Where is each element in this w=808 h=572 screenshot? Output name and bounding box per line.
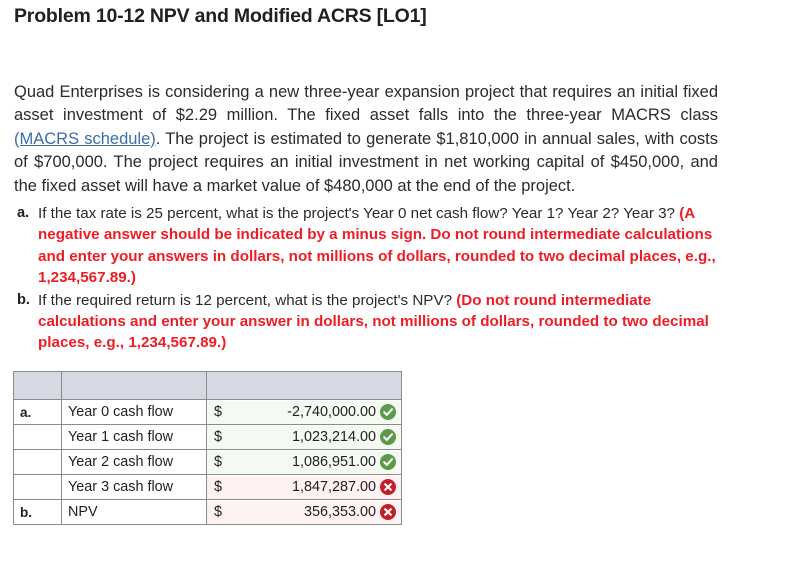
row-value-cell: $ 1,847,287.00: [206, 474, 402, 500]
question-hint-b: (Do not round intermediate calculations …: [38, 291, 709, 352]
currency-symbol: $: [214, 504, 223, 520]
row-label: Year 3 cash flow: [61, 474, 207, 500]
row-amount[interactable]: 1,023,214.00: [291, 429, 376, 445]
value-box: $ 1,023,214.00: [207, 425, 401, 449]
row-amount[interactable]: 1,086,951.00: [291, 454, 376, 470]
row-value-cell: $ 356,353.00: [206, 499, 402, 525]
answer-table: a. Year 0 cash flow $ -2,740,000.00 Year: [13, 371, 402, 525]
question-marker-b: b.: [17, 291, 30, 308]
row-marker: [13, 424, 62, 450]
currency-symbol: $: [214, 454, 223, 470]
row-marker: [13, 449, 62, 475]
value-box: $ 356,353.00: [207, 500, 401, 524]
question-list: a. If the tax rate is 25 percent, what is…: [14, 203, 734, 354]
question-marker-a: a.: [17, 205, 30, 221]
row-amount[interactable]: 1,847,287.00: [291, 479, 376, 495]
value-box: $ 1,086,951.00: [207, 450, 401, 474]
table-header-row: [13, 371, 402, 400]
question-text-a: If the tax rate is 25 percent, what is t…: [38, 205, 680, 222]
row-label: NPV: [61, 499, 207, 525]
question-text-b: If the required return is 12 percent, wh…: [38, 291, 457, 309]
table-row: a. Year 0 cash flow $ -2,740,000.00: [13, 399, 402, 425]
check-circle-icon: [380, 429, 396, 445]
table-header-value-cell: [206, 371, 402, 400]
check-circle-icon: [380, 404, 396, 420]
row-value-cell: $ 1,086,951.00: [206, 449, 402, 475]
x-circle-icon: [380, 504, 396, 520]
table-row: Year 3 cash flow $ 1,847,287.00: [13, 474, 402, 500]
page-title: Problem 10-12 NPV and Modified ACRS [LO1…: [14, 5, 427, 27]
currency-symbol: $: [214, 429, 223, 445]
check-circle-icon: [380, 454, 396, 470]
value-box: $ -2,740,000.00: [207, 400, 401, 424]
table-row: Year 2 cash flow $ 1,086,951.00: [13, 449, 402, 475]
row-amount[interactable]: -2,740,000.00: [287, 404, 376, 420]
row-marker: b.: [13, 499, 62, 525]
x-circle-icon: [380, 479, 396, 495]
problem-statement-part-2: . The project is estimated to generate $…: [14, 129, 719, 195]
macrs-schedule-link[interactable]: (MACRS schedule): [14, 129, 156, 148]
currency-symbol: $: [214, 479, 223, 495]
question-item-a: a. If the tax rate is 25 percent, what is…: [14, 203, 734, 289]
problem-statement-part-1: Quad Enterprises is considering a new th…: [14, 82, 718, 125]
table-row: b. NPV $ 356,353.00: [13, 499, 402, 525]
table-header-label-cell: [61, 371, 207, 400]
row-label: Year 1 cash flow: [61, 424, 207, 450]
row-label: Year 2 cash flow: [61, 449, 207, 475]
table-header-marker-cell: [13, 371, 62, 400]
row-label: Year 0 cash flow: [61, 399, 207, 425]
currency-symbol: $: [214, 404, 223, 420]
question-hint-a: (A negative answer should be indicated b…: [38, 205, 716, 287]
row-marker: [13, 474, 62, 500]
row-amount[interactable]: 356,353.00: [303, 504, 376, 520]
row-marker: a.: [13, 399, 62, 425]
value-box: $ 1,847,287.00: [207, 475, 401, 499]
problem-statement: Quad Enterprises is considering a new th…: [14, 81, 718, 199]
row-value-cell: $ 1,023,214.00: [206, 424, 402, 450]
table-row: Year 1 cash flow $ 1,023,214.00: [13, 424, 402, 450]
question-item-b: b. If the required return is 12 percent, …: [14, 290, 734, 354]
row-value-cell: $ -2,740,000.00: [206, 399, 402, 425]
